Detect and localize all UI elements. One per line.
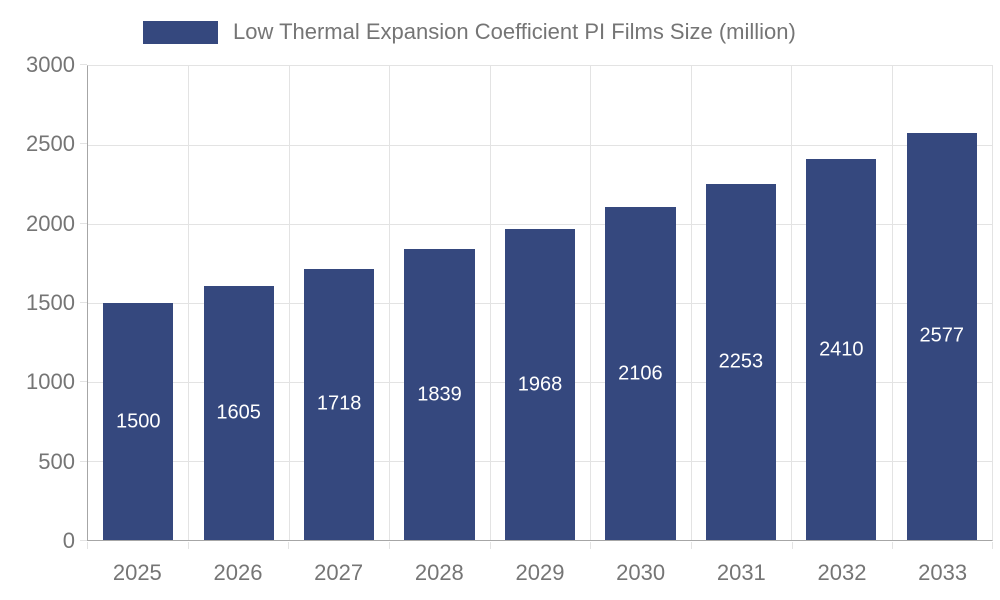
x-axis-ticks <box>87 542 993 549</box>
bar-value-label: 1500 <box>115 410 161 432</box>
x-axis-tick-label: 2028 <box>414 560 464 585</box>
y-axis-tick-mark <box>80 143 87 145</box>
x-axis-tick-label: 2032 <box>817 560 867 585</box>
h-gridline <box>88 224 992 226</box>
y-axis-tick-label: 2000 <box>26 210 75 236</box>
bar-2032[interactable]: 2410 <box>806 159 877 540</box>
x-axis-tick-mark <box>590 542 592 549</box>
y-axis-tick-mark <box>80 460 87 462</box>
bar-2030[interactable]: 2106 <box>605 207 676 540</box>
bar-value-label: 1605 <box>216 401 261 424</box>
x-axis-tick-label: 2026 <box>213 560 263 585</box>
y-axis-tick-mark <box>80 540 87 541</box>
y-axis-tick-mark <box>80 64 87 65</box>
plot-area: 1500 1605 1718 1839 1968 2106 2253 2410 2577 <box>87 65 993 541</box>
y-axis-tick-mark <box>80 302 87 303</box>
v-gridline <box>791 66 793 540</box>
bar-2026[interactable]: 1605 <box>203 286 274 540</box>
bar-value-label: 2253 <box>718 350 764 373</box>
y-axis-tick-label: 1000 <box>26 369 75 395</box>
bar-value-label: 1718 <box>316 392 362 415</box>
y-axis-labels: 0 500 1000 1500 2000 2500 3000 <box>0 52 75 553</box>
legend-item[interactable]: Low Thermal Expansion Coefficient PI Fil… <box>143 19 796 45</box>
bar-2025[interactable]: 1500 <box>103 303 174 540</box>
x-axis-tick-label: 2029 <box>515 560 565 585</box>
y-axis-tick-label: 2500 <box>26 131 75 157</box>
bar-2027[interactable]: 1718 <box>303 268 375 540</box>
x-axis-tick-mark <box>892 542 894 549</box>
x-axis-tick-label: 2025 <box>112 560 162 585</box>
x-axis-tick-mark <box>187 542 189 549</box>
h-gridline <box>88 145 992 146</box>
bar-value-label: 1968 <box>517 373 563 396</box>
v-gridline <box>389 66 391 540</box>
x-axis-tick-label: 2031 <box>716 560 766 585</box>
x-axis-tick-mark <box>791 542 793 549</box>
x-axis-tick-label: 2030 <box>616 560 666 585</box>
x-axis-tick-label: 2033 <box>918 560 968 585</box>
y-axis-tick-label: 3000 <box>26 52 75 77</box>
v-gridline <box>188 66 190 540</box>
bar-2028[interactable]: 1839 <box>404 249 475 540</box>
x-axis-tick-mark <box>288 542 290 549</box>
v-gridline <box>489 66 491 540</box>
legend-swatch <box>143 20 218 44</box>
v-gridline <box>690 66 692 540</box>
x-axis-tick-mark <box>690 542 692 549</box>
legend-label: Low Thermal Expansion Coefficient PI Fil… <box>233 19 796 44</box>
v-gridline <box>288 66 290 540</box>
y-axis-ticks <box>80 64 87 541</box>
x-axis-tick-mark <box>87 542 88 549</box>
y-axis-tick-mark <box>80 222 87 224</box>
bar-2033[interactable]: 2577 <box>906 132 977 540</box>
bar-value-label: 2577 <box>919 324 965 347</box>
y-axis-tick-label: 0 <box>62 528 75 553</box>
bar-2029[interactable]: 1968 <box>504 229 576 540</box>
bar-value-label: 1839 <box>417 383 462 406</box>
bar-value-label: 2410 <box>819 338 864 361</box>
x-axis-tick-mark <box>388 542 390 549</box>
x-axis-tick-label: 2027 <box>314 560 364 585</box>
v-gridline <box>891 66 893 540</box>
y-axis-tick-mark <box>80 381 87 383</box>
y-axis-tick-label: 1500 <box>26 290 75 315</box>
x-axis-tick-mark <box>489 542 491 549</box>
v-gridline <box>590 66 592 540</box>
x-axis-tick-mark <box>992 542 993 549</box>
bar-2031[interactable]: 2253 <box>705 184 777 540</box>
bar-value-label: 2106 <box>618 362 663 385</box>
y-axis-tick-label: 500 <box>38 448 75 474</box>
x-axis-labels: 2025 2026 2027 2028 2029 2030 2031 2032 2033 <box>87 560 993 590</box>
